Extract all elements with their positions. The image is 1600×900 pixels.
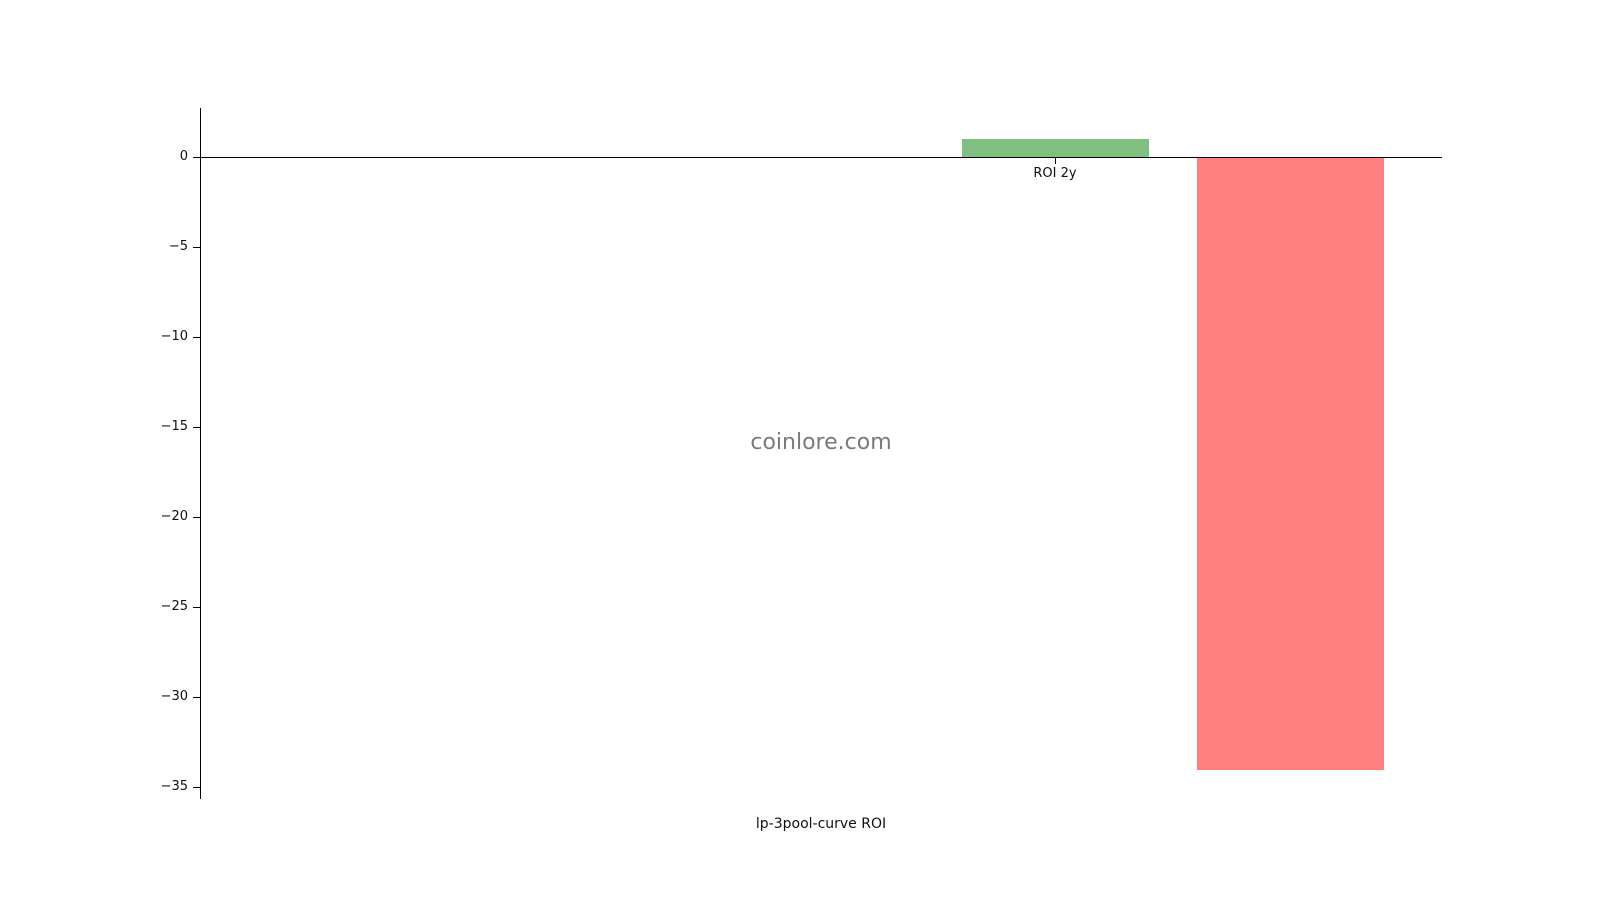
y-tick-mark: [193, 337, 200, 338]
y-axis-spine: [200, 108, 201, 799]
negative-bar: [1197, 158, 1384, 770]
y-tick-mark: [193, 697, 200, 698]
positive-bar: [962, 139, 1149, 157]
y-tick-label: −15: [160, 419, 188, 434]
y-tick-mark: [193, 427, 200, 428]
y-tick-mark: [193, 247, 200, 248]
y-tick-mark: [193, 607, 200, 608]
x-tick-mark: [1055, 157, 1056, 164]
y-tick-label: −25: [160, 599, 188, 614]
y-tick-label: −30: [160, 689, 188, 704]
chart-title: lp-3pool-curve ROI: [755, 816, 887, 832]
y-tick-label: 0: [179, 149, 188, 164]
watermark: coinlore.com: [750, 430, 892, 455]
x-tick-label: ROI 2y: [1033, 166, 1077, 181]
y-tick-label: −20: [160, 509, 188, 524]
y-tick-label: −10: [160, 329, 188, 344]
y-tick-label: −5: [168, 239, 188, 254]
y-tick-label: −35: [160, 779, 188, 794]
x-axis-zero-line: [200, 157, 1442, 158]
y-tick-mark: [193, 787, 200, 788]
y-tick-mark: [193, 517, 200, 518]
y-tick-mark: [193, 157, 200, 158]
